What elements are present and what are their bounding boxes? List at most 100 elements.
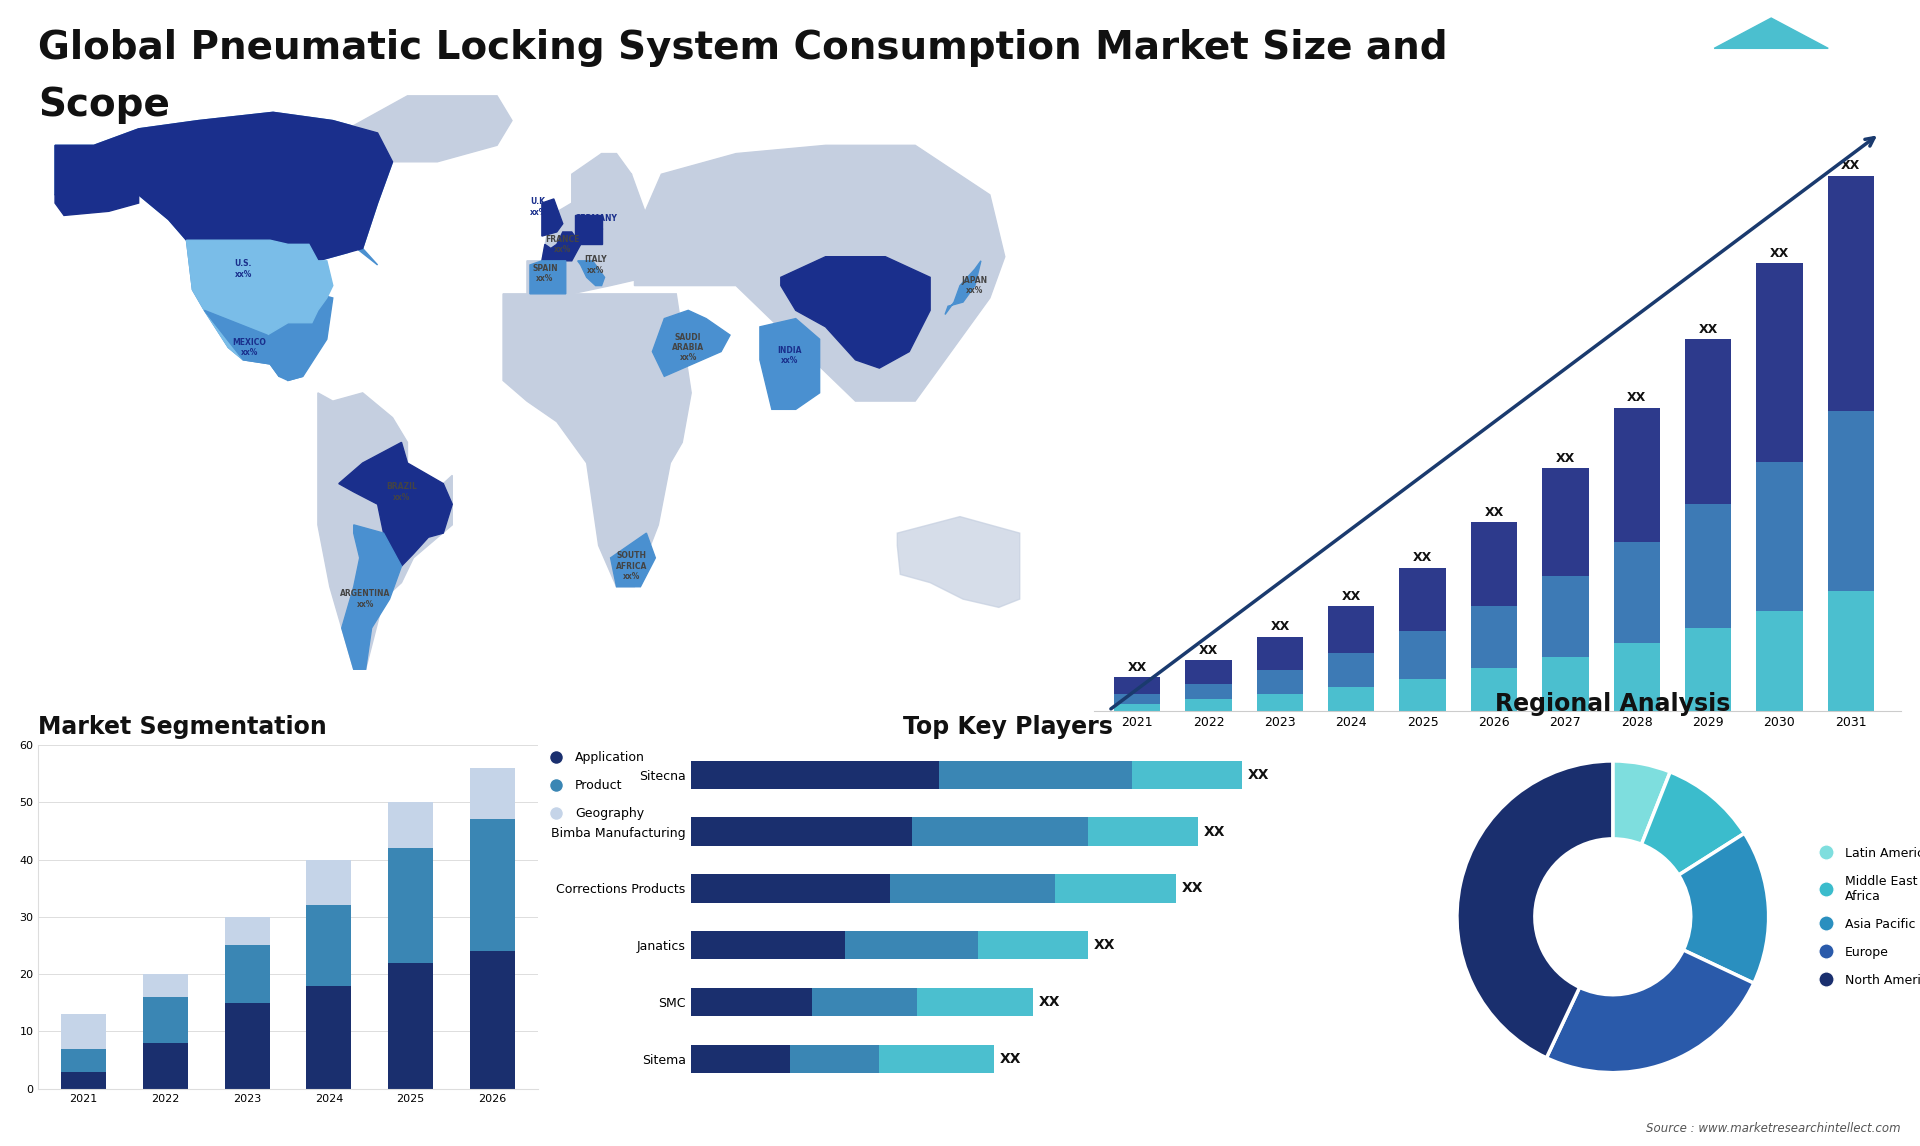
Polygon shape [503, 293, 691, 587]
Bar [61, 1072, 106, 1089]
Text: XX: XX [1841, 159, 1860, 172]
Title: Top Key Players: Top Key Players [902, 715, 1114, 739]
Bar [691, 817, 912, 846]
Text: XX: XX [1626, 392, 1645, 405]
Text: SAUDI
ARABIA
xx%: SAUDI ARABIA xx% [672, 332, 705, 362]
Bar [61, 1049, 106, 1072]
Bar [1613, 542, 1661, 643]
Text: Global Pneumatic Locking System Consumption Market Size and: Global Pneumatic Locking System Consumpt… [38, 29, 1448, 66]
Bar [1185, 684, 1233, 699]
Legend: Latin America, Middle East &
Africa, Asia Pacific, Europe, North America: Latin America, Middle East & Africa, Asi… [1814, 847, 1920, 987]
Wedge shape [1642, 772, 1745, 876]
Text: XX: XX [1770, 246, 1789, 260]
Polygon shape [1655, 48, 1770, 124]
Bar [388, 963, 434, 1089]
Bar [1686, 628, 1732, 711]
Polygon shape [574, 215, 601, 244]
Text: Market Segmentation: Market Segmentation [38, 715, 326, 739]
Bar [879, 1045, 995, 1073]
Polygon shape [204, 311, 303, 380]
Text: SPAIN
xx%: SPAIN xx% [532, 264, 557, 283]
Polygon shape [572, 154, 632, 203]
Bar [1613, 643, 1661, 711]
Polygon shape [897, 517, 1020, 607]
Polygon shape [541, 231, 580, 261]
Text: FRANCE
xx%: FRANCE xx% [545, 235, 580, 254]
Bar [939, 761, 1133, 788]
Bar [1828, 411, 1874, 591]
Text: XX: XX [1248, 768, 1269, 782]
Bar [1400, 567, 1446, 631]
Bar [1686, 339, 1732, 504]
Text: Source : www.marketresearchintellect.com: Source : www.marketresearchintellect.com [1645, 1122, 1901, 1135]
Bar [470, 768, 515, 819]
Wedge shape [1613, 761, 1670, 845]
Bar [1258, 636, 1304, 670]
Title: Regional Analysis: Regional Analysis [1496, 692, 1730, 716]
Text: JAPAN
xx%: JAPAN xx% [962, 276, 989, 296]
Polygon shape [342, 525, 401, 669]
Polygon shape [56, 112, 392, 261]
Polygon shape [653, 311, 730, 376]
Bar [845, 931, 977, 959]
Bar [1613, 408, 1661, 542]
Bar [1089, 817, 1198, 846]
Bar [388, 802, 434, 848]
Bar [1258, 670, 1304, 693]
Text: XX: XX [1555, 452, 1574, 465]
Polygon shape [760, 319, 820, 409]
Text: GERMANY
xx%: GERMANY xx% [574, 214, 616, 234]
Bar [1400, 631, 1446, 678]
Bar [225, 917, 269, 945]
Bar [691, 874, 889, 903]
Bar [1133, 761, 1242, 788]
Bar [1686, 504, 1732, 628]
Polygon shape [1770, 48, 1887, 124]
Text: MEXICO
xx%: MEXICO xx% [232, 338, 267, 358]
Text: U.S.
xx%: U.S. xx% [234, 259, 252, 278]
Bar [918, 988, 1033, 1017]
Polygon shape [945, 261, 981, 314]
Bar [691, 931, 845, 959]
Legend: Application, Product, Geography: Application, Product, Geography [543, 751, 645, 821]
Bar [470, 951, 515, 1089]
Polygon shape [338, 442, 453, 566]
Bar [1114, 677, 1160, 693]
Bar [470, 819, 515, 951]
Polygon shape [1715, 18, 1828, 48]
Bar [61, 1014, 106, 1049]
Bar [1114, 693, 1160, 704]
Bar [977, 931, 1089, 959]
Text: XX: XX [1271, 620, 1290, 633]
Wedge shape [1457, 761, 1613, 1058]
Text: XX: XX [1699, 322, 1718, 336]
Bar [1542, 576, 1588, 657]
Bar [225, 945, 269, 1003]
Bar [1185, 699, 1233, 711]
Bar [1185, 660, 1233, 684]
Text: XX: XX [1413, 551, 1432, 564]
Bar [225, 1003, 269, 1089]
Text: CHINA
xx%: CHINA xx% [856, 284, 883, 304]
Bar [1757, 462, 1803, 611]
Text: ITALY
xx%: ITALY xx% [584, 256, 607, 275]
Text: XX: XX [1039, 995, 1060, 1008]
Polygon shape [611, 533, 655, 587]
Bar [791, 1045, 879, 1073]
Text: XX: XX [1127, 660, 1146, 674]
Bar [1400, 678, 1446, 711]
Text: XX: XX [1000, 1052, 1021, 1066]
Bar [1329, 653, 1375, 686]
Polygon shape [578, 261, 605, 285]
Text: BRAZIL
xx%: BRAZIL xx% [386, 482, 417, 502]
Text: XX: XX [1198, 644, 1217, 657]
Bar [1471, 523, 1517, 606]
Text: XX: XX [1342, 590, 1361, 603]
Text: ARGENTINA
xx%: ARGENTINA xx% [340, 589, 392, 609]
Bar [1258, 693, 1304, 711]
Bar [912, 817, 1089, 846]
Bar [1828, 175, 1874, 411]
Bar [812, 988, 918, 1017]
Wedge shape [1546, 950, 1753, 1073]
Polygon shape [526, 154, 660, 293]
